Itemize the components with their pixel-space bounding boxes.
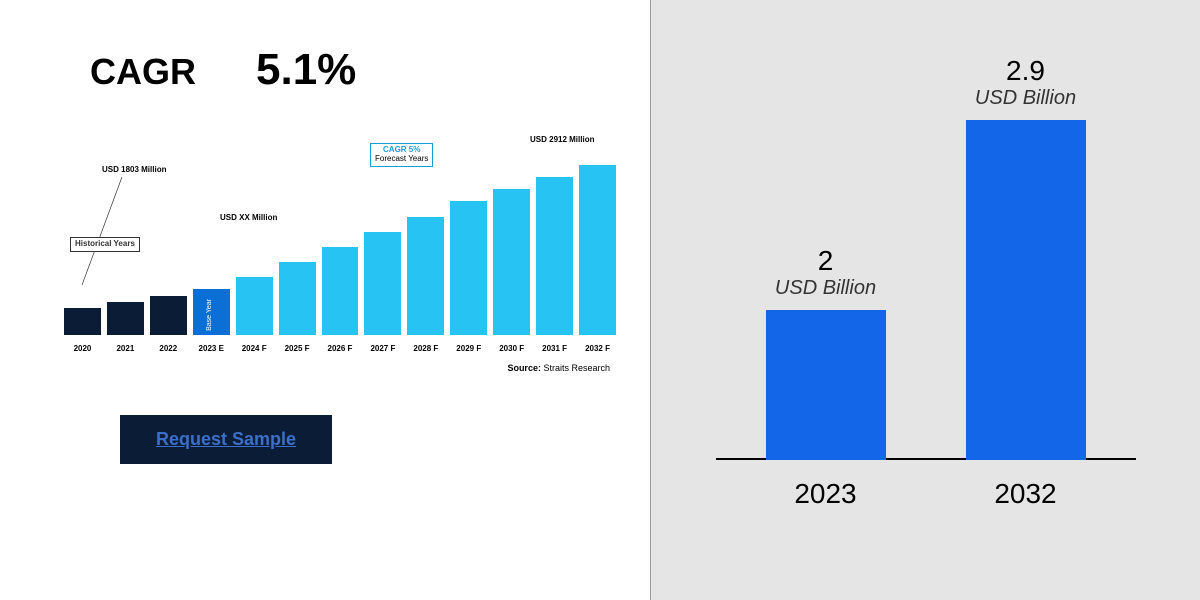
forecast-bar — [579, 165, 616, 335]
forecast-x-label: 2032 F — [579, 344, 616, 353]
forecast-bar — [536, 177, 573, 335]
forecast-x-label: 2030 F — [493, 344, 530, 353]
callout-usd-1803: USD 1803 Million — [102, 165, 166, 174]
callout-usd-xx: USD XX Million — [220, 213, 277, 222]
forecast-bar — [107, 302, 144, 335]
comparison-bar-chart: 2USD Billion 2.9USD Billion 2023 2032 — [716, 40, 1136, 520]
forecast-bar — [150, 296, 187, 335]
forecast-x-label: 2023 E — [193, 344, 230, 353]
callout-historical-years: Historical Years — [70, 237, 140, 252]
forecast-bar — [407, 217, 444, 335]
left-panel: CAGR 5.1% Base Year 2020 2021 2022 2023 E 20… — [0, 0, 650, 600]
forecast-x-label: 2025 F — [279, 344, 316, 353]
forecast-bar — [279, 262, 316, 335]
forecast-x-label: 2027 F — [364, 344, 401, 353]
comparison-value-label: 2.9USD Billion — [946, 55, 1106, 110]
forecast-bar — [236, 277, 273, 335]
base-year-label: Base Year — [206, 299, 213, 331]
chart-source: Source: Straits Research — [507, 363, 610, 373]
callout-cagr-line2: Forecast Years — [375, 155, 428, 164]
forecast-bar — [364, 232, 401, 335]
forecast-bar — [322, 247, 359, 335]
cagr-label: CAGR — [90, 51, 196, 93]
forecast-x-label: 2028 F — [407, 344, 444, 353]
forecast-bar-chart: Base Year 2020 2021 2022 2023 E 2024 F 2025 F… — [60, 125, 620, 365]
forecast-x-label: 2024 F — [236, 344, 273, 353]
forecast-x-label: 2031 F — [536, 344, 573, 353]
cagr-heading: CAGR 5.1% — [90, 45, 620, 95]
forecast-bar — [64, 308, 101, 335]
forecast-bar — [493, 189, 530, 335]
forecast-x-label: 2022 — [150, 344, 187, 353]
forecast-bar: Base Year — [193, 289, 230, 335]
forecast-x-label: 2021 — [107, 344, 144, 353]
comparison-bar: 2.9USD Billion — [966, 120, 1086, 460]
cagr-value: 5.1% — [256, 45, 356, 95]
request-sample-button[interactable]: Request Sample — [120, 415, 332, 464]
callout-cagr-forecast: CAGR 5% Forecast Years — [370, 143, 433, 167]
forecast-bar — [450, 201, 487, 335]
forecast-x-label: 2020 — [64, 344, 101, 353]
right-panel: 2USD Billion 2.9USD Billion 2023 2032 — [650, 0, 1200, 600]
forecast-x-label: 2026 F — [322, 344, 359, 353]
comparison-x-label: 2023 — [766, 478, 886, 510]
forecast-x-label: 2029 F — [450, 344, 487, 353]
callout-usd-2912: USD 2912 Million — [530, 135, 594, 144]
comparison-x-label: 2032 — [966, 478, 1086, 510]
comparison-value-label: 2USD Billion — [746, 245, 906, 300]
comparison-bar: 2USD Billion — [766, 310, 886, 460]
